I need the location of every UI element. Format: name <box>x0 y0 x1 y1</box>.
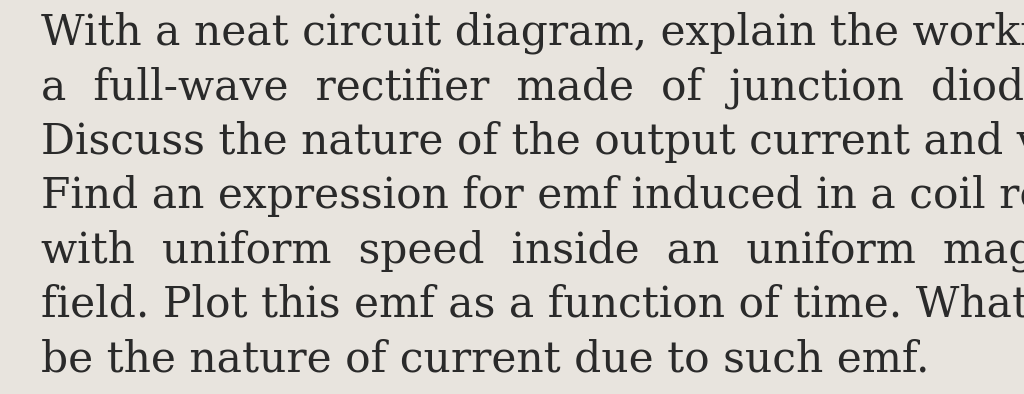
Text: with  uniform  speed  inside  an  uniform  magnetic: with uniform speed inside an uniform mag… <box>41 229 1024 272</box>
Text: be the nature of current due to such emf.: be the nature of current due to such emf… <box>41 338 930 380</box>
Text: field. Plot this emf as a function of time. What will: field. Plot this emf as a function of ti… <box>41 284 1024 326</box>
Text: Find an expression for emf induced in a coil rotating: Find an expression for emf induced in a … <box>41 175 1024 217</box>
Text: With a neat circuit diagram, explain the working of: With a neat circuit diagram, explain the… <box>41 12 1024 54</box>
Text: Discuss the nature of the output current and voltage.: Discuss the nature of the output current… <box>41 121 1024 163</box>
Text: a  full-wave  rectifier  made  of  junction  diodes.: a full-wave rectifier made of junction d… <box>41 66 1024 109</box>
